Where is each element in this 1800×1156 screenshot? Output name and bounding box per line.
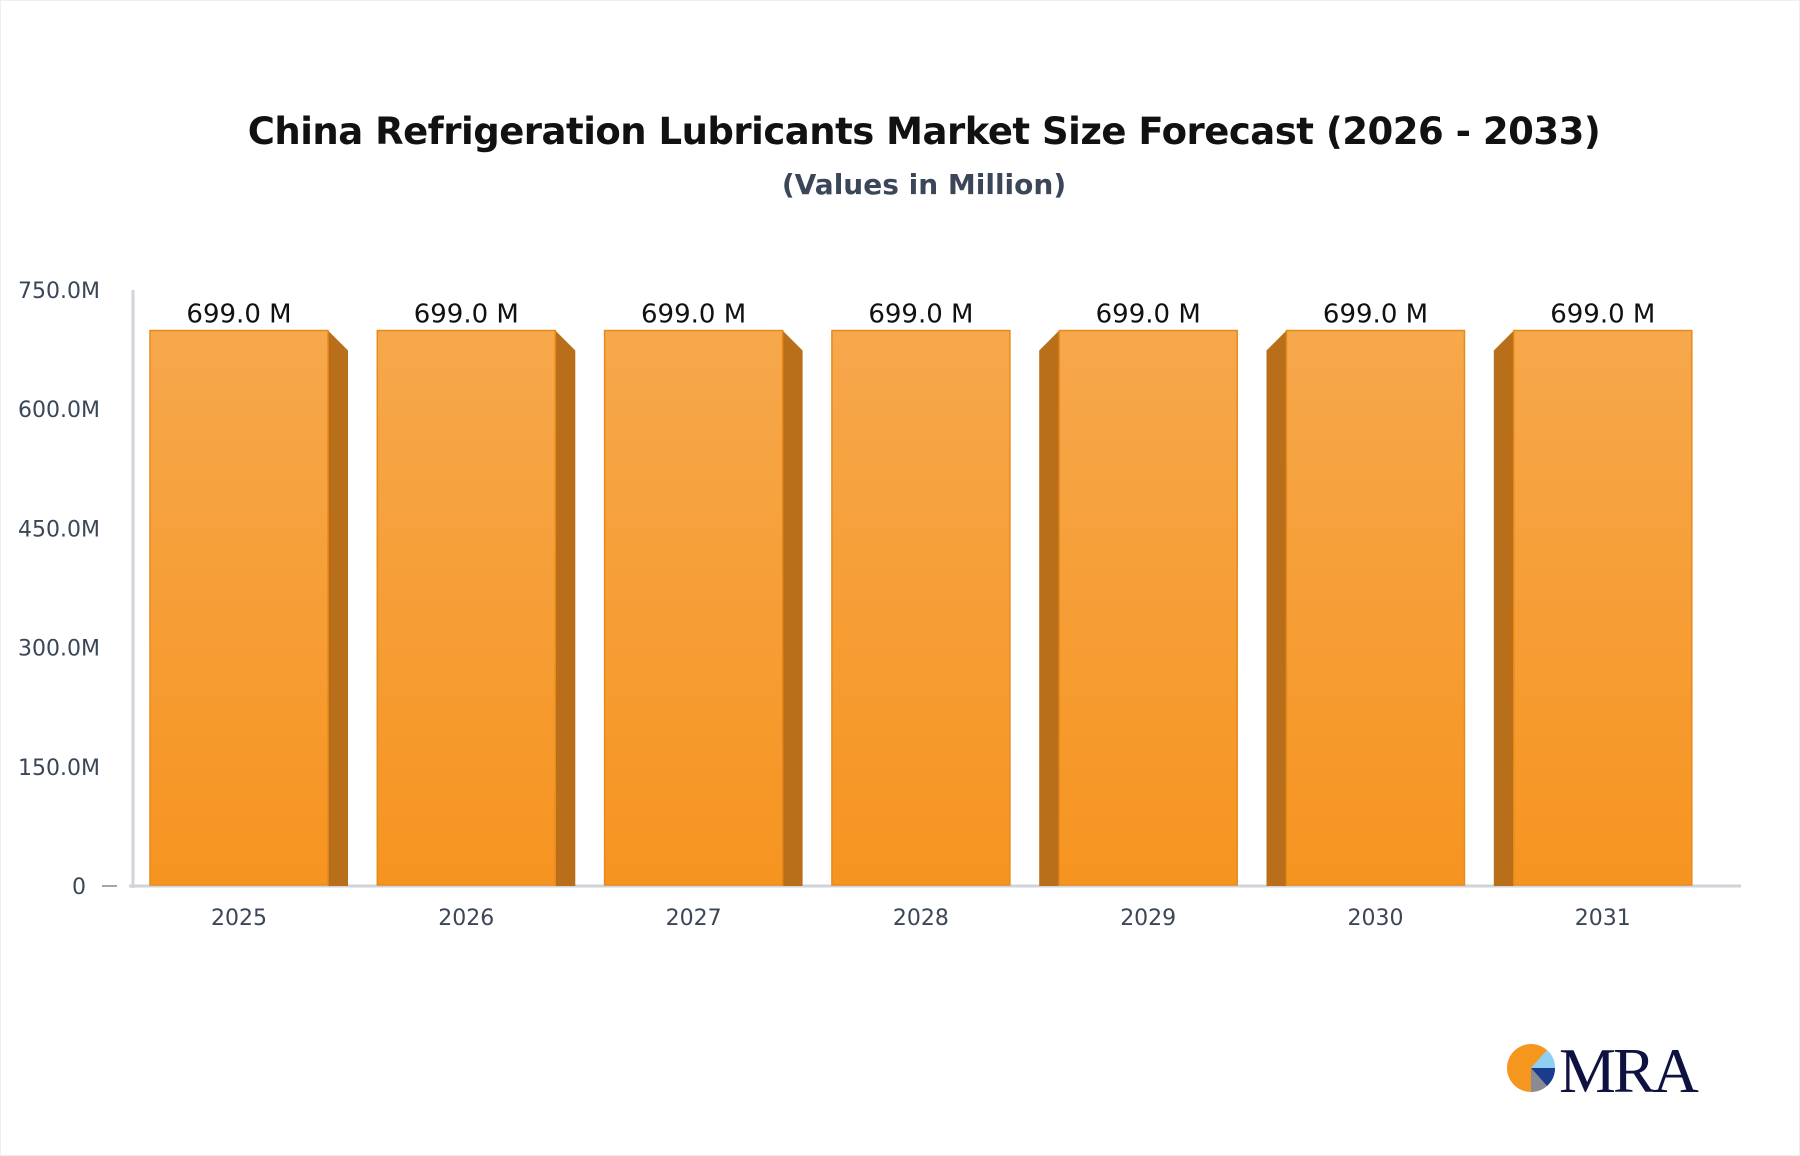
- bar-side: [1266, 330, 1287, 886]
- mra-logo: MRA: [1505, 1035, 1699, 1106]
- y-tick-label: 300.0M: [18, 637, 100, 662]
- bar-side: [1493, 330, 1514, 886]
- bar-side: [782, 330, 803, 886]
- x-tick-label: 2027: [666, 906, 722, 931]
- bar: [1285, 329, 1466, 886]
- y-tick-label: 150.0M: [18, 756, 100, 781]
- chart-subtitle: (Values in Million): [781, 168, 1067, 201]
- data-label: 699.0 M: [1096, 300, 1201, 330]
- x-tick-label: 2026: [438, 906, 494, 931]
- bar: [376, 329, 557, 886]
- bar: [1058, 329, 1238, 886]
- y-tick-label: 450.0M: [18, 517, 100, 542]
- data-label: 699.0 M: [186, 300, 291, 330]
- x-tick-label: 2028: [893, 906, 949, 931]
- logo-text: MRA: [1559, 1035, 1699, 1106]
- pie-logo-icon: [1507, 1044, 1556, 1093]
- x-tick-label: 2029: [1120, 906, 1176, 931]
- chart-title: China Refrigeration Lubricants Market Si…: [247, 110, 1601, 153]
- y-tick-label: 0: [72, 875, 86, 900]
- data-label: 699.0 M: [641, 300, 746, 330]
- x-tick-label: 2025: [211, 906, 267, 931]
- bar: [149, 329, 329, 886]
- data-label: 699.0 M: [1550, 300, 1655, 330]
- data-label: 699.0 M: [1323, 300, 1428, 330]
- bar: [603, 329, 784, 886]
- y-tick-label: 600.0M: [18, 398, 100, 423]
- bar-side: [328, 330, 348, 886]
- data-label: 699.0 M: [414, 300, 519, 330]
- bar: [1513, 329, 1693, 886]
- bar-side: [1039, 330, 1060, 886]
- x-tick-label: 2030: [1348, 906, 1404, 931]
- x-tick-label: 2031: [1575, 906, 1631, 931]
- bar: [831, 329, 1011, 886]
- data-label: 699.0 M: [868, 300, 973, 330]
- y-tick-label: 750.0M: [18, 279, 100, 304]
- bar-side: [555, 330, 576, 886]
